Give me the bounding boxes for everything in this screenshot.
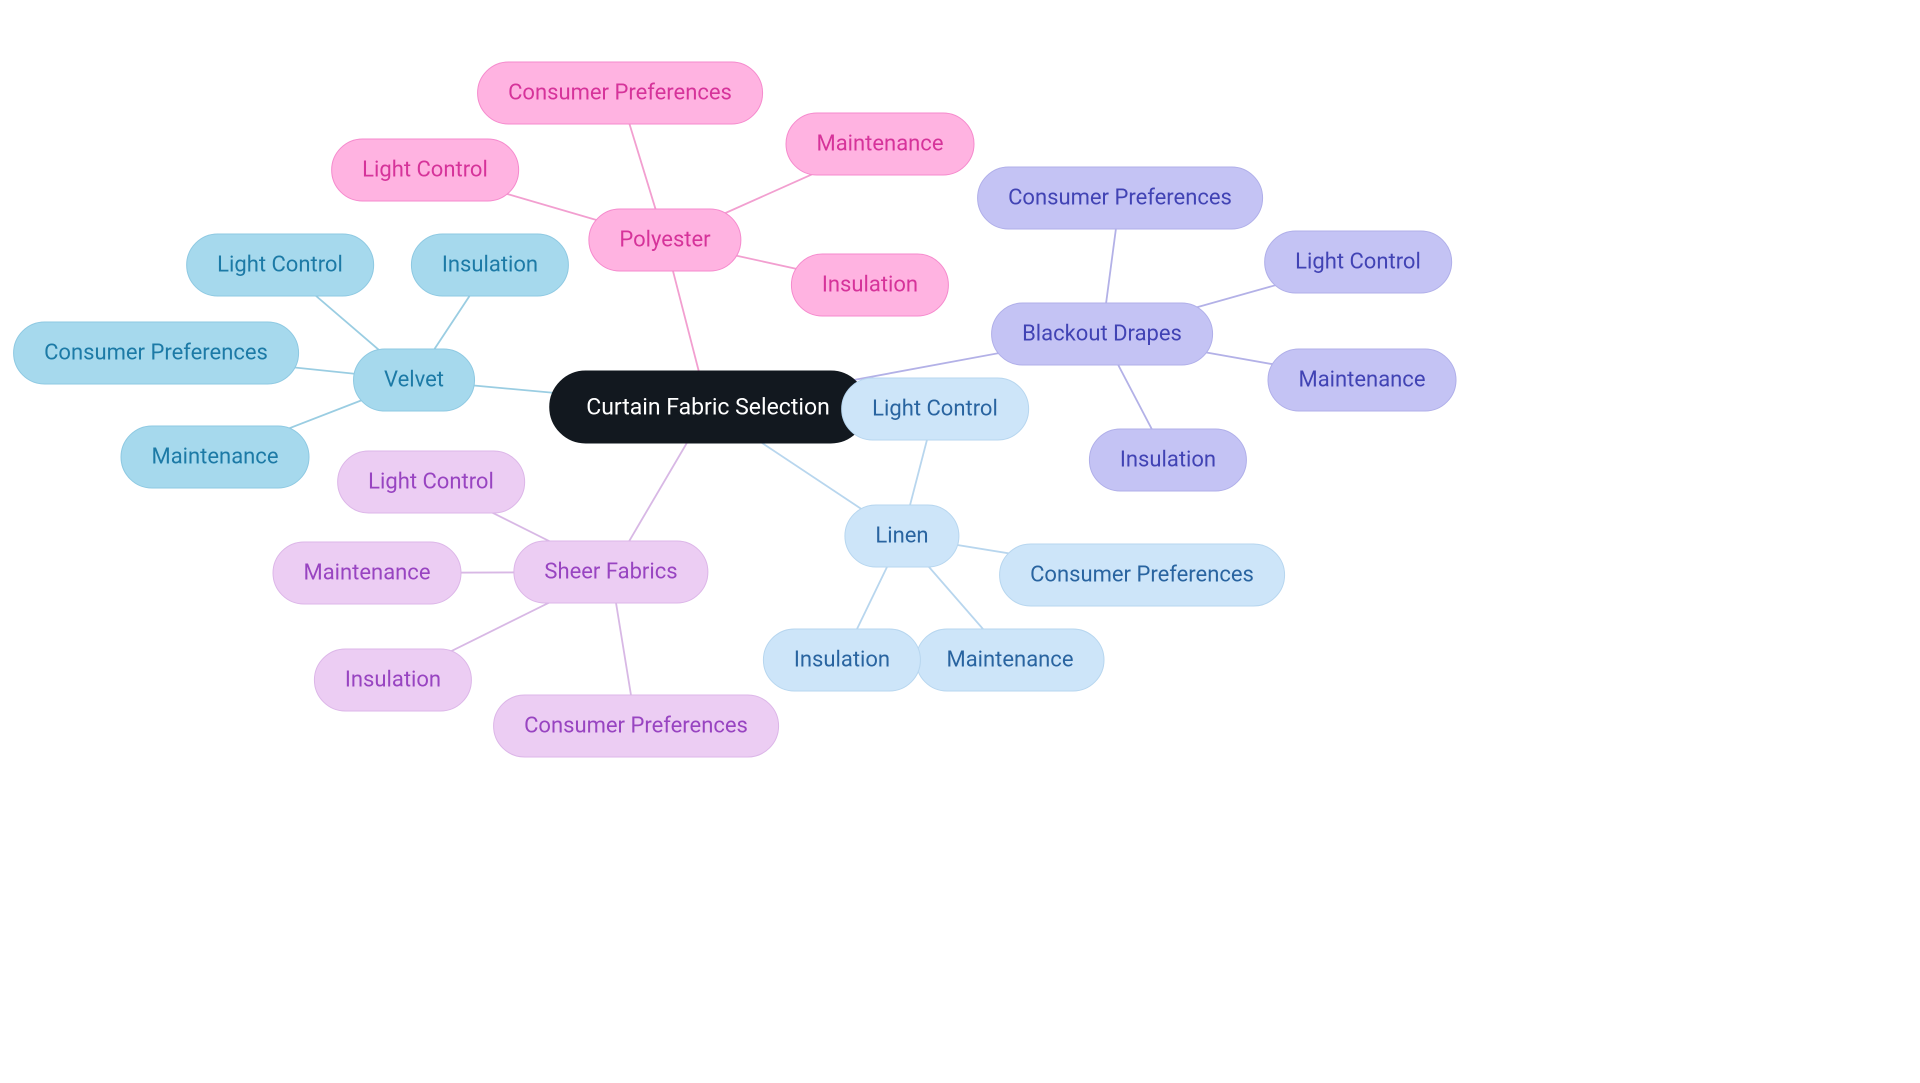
node-sh-maint: Maintenance (273, 542, 462, 605)
node-blackout: Blackout Drapes (991, 303, 1213, 366)
node-poly-lc: Light Control (331, 139, 519, 202)
node-bo-maint: Maintenance (1268, 349, 1457, 412)
node-sheer: Sheer Fabrics (513, 541, 708, 604)
node-lin-ins: Insulation (763, 629, 921, 692)
node-polyester: Polyester (588, 209, 741, 272)
node-poly-ins: Insulation (791, 254, 949, 317)
node-sh-lc: Light Control (337, 451, 525, 514)
node-lin-lc: Light Control (841, 378, 1029, 441)
node-velvet: Velvet (353, 349, 475, 412)
node-bo-ins: Insulation (1089, 429, 1247, 492)
node-vel-maint: Maintenance (121, 426, 310, 489)
mindmap-canvas: Curtain Fabric Selection Polyester Consume… (0, 0, 1920, 1083)
node-bo-cp: Consumer Preferences (977, 167, 1263, 230)
node-vel-ins: Insulation (411, 234, 569, 297)
node-poly-cp: Consumer Preferences (477, 62, 763, 125)
node-linen: Linen (844, 505, 959, 568)
node-poly-maint: Maintenance (786, 113, 975, 176)
node-bo-lc: Light Control (1264, 231, 1452, 294)
node-sh-ins: Insulation (314, 649, 472, 712)
node-vel-lc: Light Control (186, 234, 374, 297)
node-root: Curtain Fabric Selection (549, 371, 867, 444)
node-lin-maint: Maintenance (916, 629, 1105, 692)
node-sh-cp: Consumer Preferences (493, 695, 779, 758)
node-vel-cp: Consumer Preferences (13, 322, 299, 385)
node-lin-cp: Consumer Preferences (999, 544, 1285, 607)
